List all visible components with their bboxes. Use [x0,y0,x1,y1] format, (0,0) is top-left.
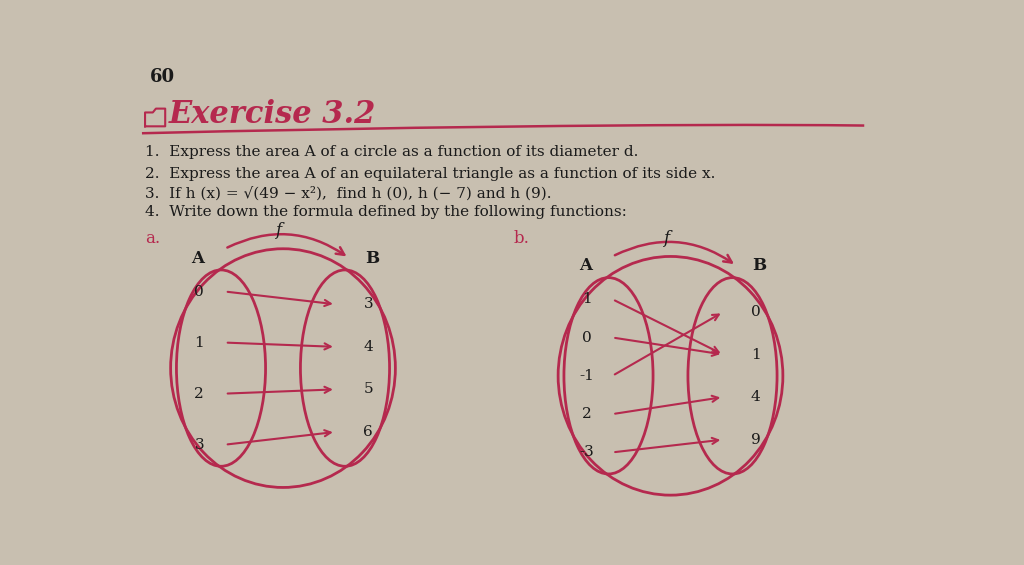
Text: 4: 4 [364,340,373,354]
Text: f: f [663,229,669,246]
Text: A: A [191,250,204,267]
Text: 1: 1 [582,292,592,306]
Text: A: A [579,257,592,275]
Text: b.: b. [514,231,529,247]
Text: Exercise 3.2: Exercise 3.2 [168,99,376,131]
Text: 1: 1 [195,336,204,350]
Text: a.: a. [145,231,160,247]
Text: 4: 4 [751,390,761,404]
Text: f: f [275,222,282,239]
Text: 3: 3 [364,297,373,311]
Text: 3: 3 [195,438,204,451]
Text: 9: 9 [751,433,761,446]
Text: -3: -3 [580,445,594,459]
Text: 0: 0 [582,331,592,345]
Text: 2: 2 [582,407,592,421]
Text: 0: 0 [751,305,761,319]
Text: 5: 5 [364,383,373,397]
Text: 0: 0 [195,285,204,298]
Text: 1: 1 [751,347,761,362]
Text: 3.  If h (x) = √(49 − x²),  find h (0), h (− 7) and h (9).: 3. If h (x) = √(49 − x²), find h (0), h … [145,186,552,200]
Text: 6: 6 [364,425,373,439]
Text: B: B [366,250,379,267]
Text: -1: -1 [580,369,594,383]
Text: 4.  Write down the formula defined by the following functions:: 4. Write down the formula defined by the… [145,206,627,219]
Text: 2: 2 [195,386,204,401]
Text: 60: 60 [150,68,175,86]
Text: B: B [753,257,767,275]
Text: 2.  Express the area A of an equilateral triangle as a function of its side x.: 2. Express the area A of an equilateral … [145,167,716,181]
Text: 1.  Express the area A of a circle as a function of its diameter d.: 1. Express the area A of a circle as a f… [145,145,638,159]
